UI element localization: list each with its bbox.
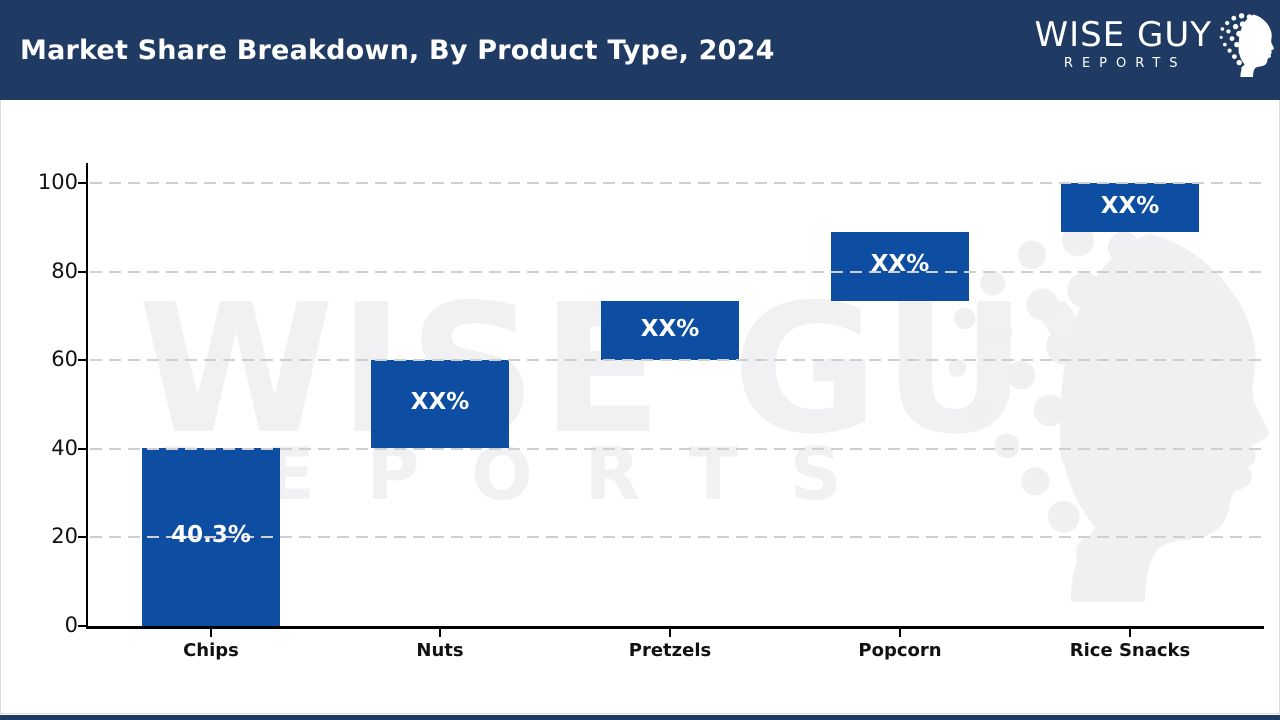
figure-border-bottom [0,713,1280,714]
bar-value-label-chips: 40.3% [171,521,251,548]
bar-nuts [371,360,509,448]
brand-name: WISE GUY [1034,15,1212,56]
x-axis-label-popcorn: Popcorn [858,640,942,661]
gridline-60 [90,359,1262,362]
bar-popcorn [831,232,969,301]
header-banner: Market Share Breakdown, By Product Type,… [0,0,1280,100]
x-tick-pretzels [669,629,671,637]
y-axis-label-40: 40 [51,435,78,460]
x-axis-label-rice-snacks: Rice Snacks [1069,640,1191,661]
bar-value-label-nuts: XX% [410,389,470,416]
y-tick-0 [78,625,86,627]
y-axis-label-20: 20 [51,524,78,549]
bar-rice-snacks [1061,183,1199,233]
x-axis-label-pretzels: Pretzels [628,640,712,661]
gridline-80 [90,270,1262,273]
bar-value-label-pretzels: XX% [640,315,700,342]
x-axis-label-nuts: Nuts [416,640,464,661]
wiseguy-face-icon [1219,13,1274,77]
watermark-text-line1: WISE GUY [138,266,1164,473]
x-tick-nuts [439,629,441,637]
y-tick-80 [78,270,86,273]
figure-border-left [0,100,1,714]
y-axis-label-0: 0 [64,613,78,637]
y-axis-label-80: 80 [51,258,78,283]
y-axis-label-100: 100 [37,170,78,195]
gridline-100 [90,182,1262,185]
y-tick-60 [78,359,86,362]
x-axis-label-chips: Chips [183,640,239,661]
x-tick-rice-snacks [1129,629,1131,637]
y-tick-40 [78,447,86,450]
gridline-40 [90,447,1262,450]
bar-value-label-popcorn: XX% [870,251,930,278]
x-tick-chips [210,629,212,637]
page-title: Market Share Breakdown, By Product Type,… [20,34,775,66]
y-axis-spine [86,163,88,629]
y-tick-20 [78,536,86,539]
brand-subtitle: REPORTS [1063,55,1187,71]
y-axis-label-60: 60 [51,347,78,372]
brand-logo-text: WISE GUY REPORTS [1034,15,1212,71]
x-axis-spine [86,626,1264,629]
x-tick-popcorn [899,629,901,637]
watermark-face-icon [948,224,1269,602]
footer-accent-bar [0,715,1280,720]
brand-logo: WISE GUY REPORTS [1034,11,1274,77]
bar-pretzels [601,300,739,361]
bar-value-label-rice-snacks: XX% [1100,192,1160,219]
y-tick-100 [78,182,86,185]
gridline-20 [90,536,1262,539]
